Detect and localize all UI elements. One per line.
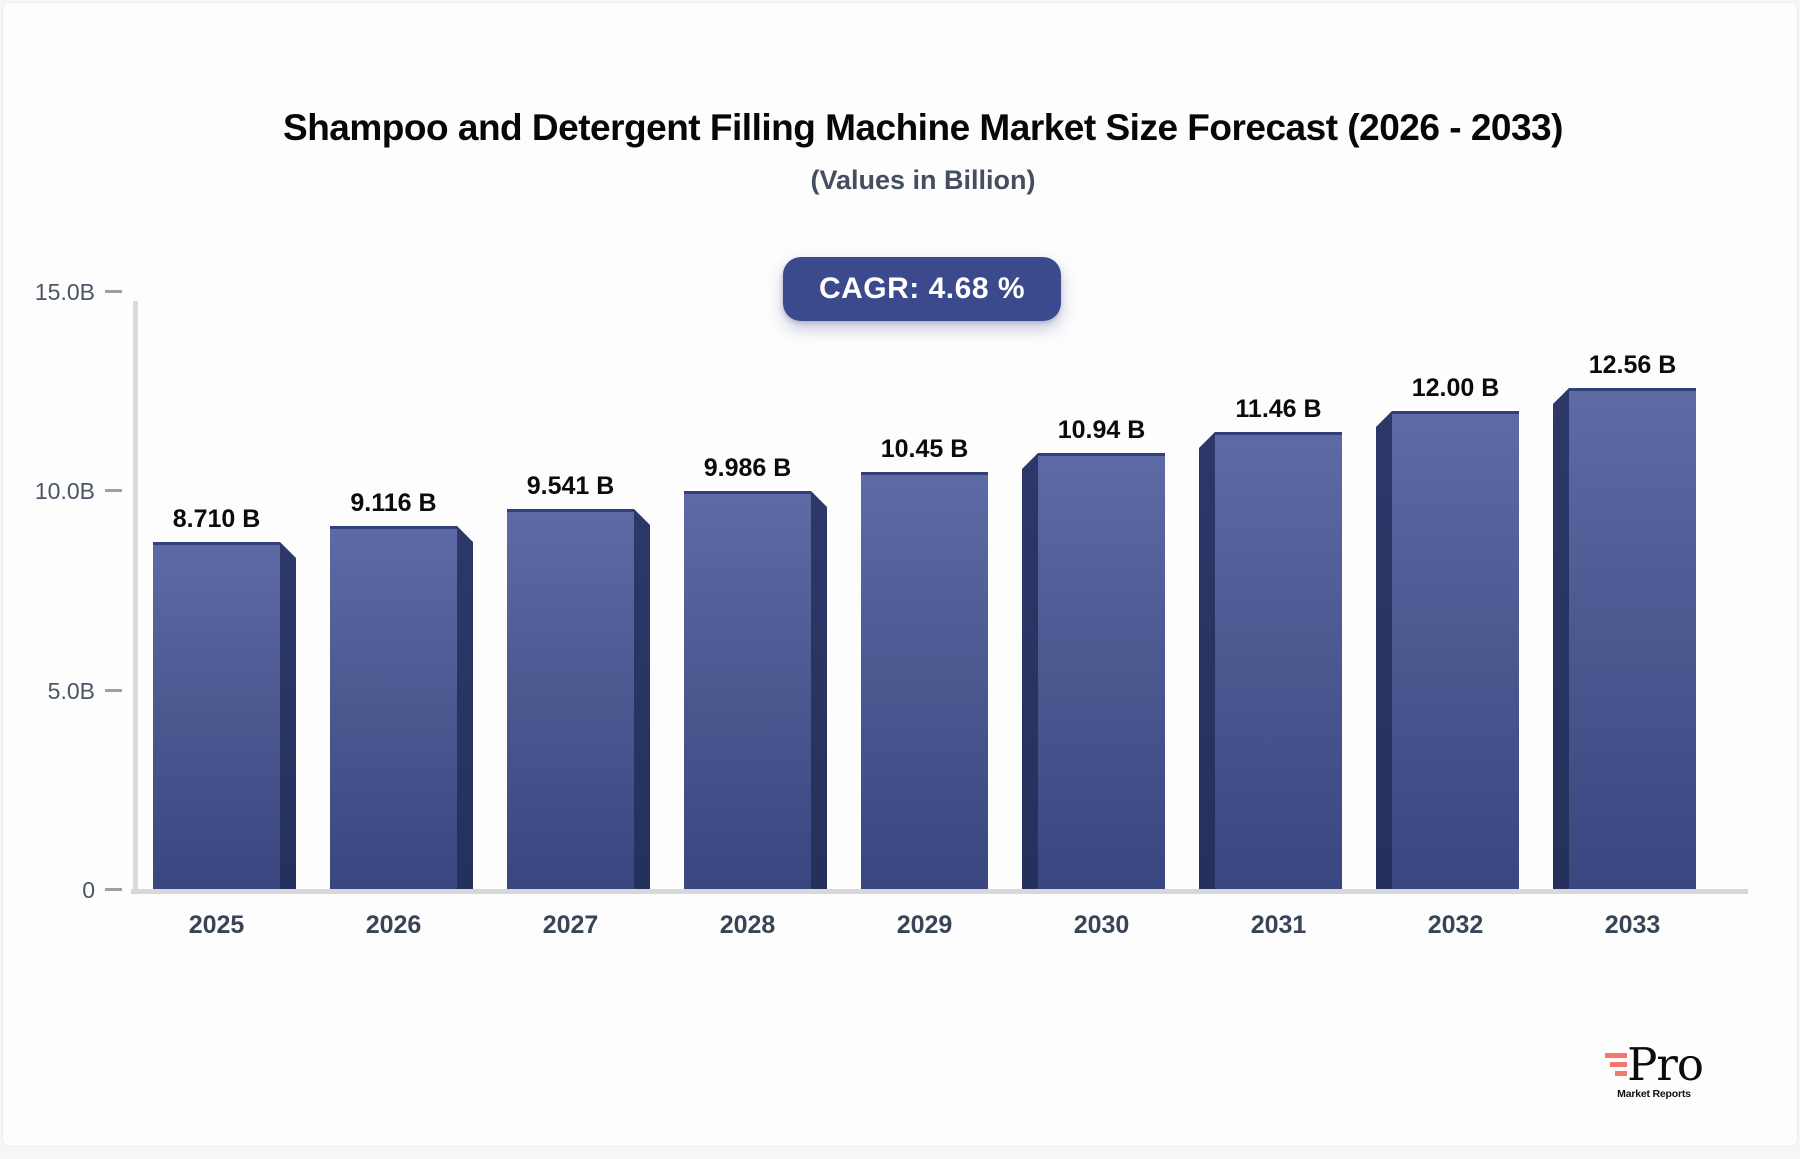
- logo-flag-bar: [1605, 1053, 1627, 1058]
- y-tick-dash: [105, 888, 122, 891]
- y-tick-dash: [105, 689, 122, 692]
- logo-flag-icon: [1605, 1053, 1627, 1076]
- y-axis-line: [133, 301, 138, 894]
- bar-side-face: [1199, 432, 1215, 889]
- logo-flag-bar: [1610, 1062, 1627, 1067]
- x-tick-label: 2028: [668, 911, 828, 940]
- x-tick-label: 2025: [137, 911, 297, 940]
- logo-row: Pro: [1609, 1043, 1699, 1087]
- bar-side-face: [634, 509, 650, 889]
- y-tick-dash: [105, 290, 122, 293]
- bar-side-face: [1553, 388, 1569, 889]
- bar: [684, 491, 811, 889]
- bar-side-face: [1022, 453, 1038, 889]
- x-axis-baseline: [131, 889, 1748, 894]
- bar: [1392, 411, 1519, 889]
- x-tick-label: 2030: [1022, 911, 1182, 940]
- logo-tagline: Market Reports: [1609, 1088, 1699, 1100]
- bar-side-face: [457, 526, 473, 889]
- bar-value-label: 12.56 B: [1523, 351, 1743, 380]
- y-tick-label: 5.0B: [3, 678, 95, 705]
- bar: [861, 472, 988, 889]
- y-tick-label: 15.0B: [3, 279, 95, 306]
- x-tick-label: 2027: [491, 911, 651, 940]
- bar: [1215, 432, 1342, 889]
- bar: [153, 542, 280, 889]
- logo-wordmark: Pro: [1627, 1043, 1703, 1087]
- bar: [507, 509, 634, 889]
- x-tick-label: 2033: [1553, 911, 1713, 940]
- x-tick-label: 2026: [314, 911, 474, 940]
- bar-side-face: [280, 542, 296, 889]
- y-tick-label: 0: [3, 877, 95, 904]
- x-tick-label: 2031: [1199, 911, 1359, 940]
- bar: [1038, 453, 1165, 889]
- y-tick-label: 10.0B: [3, 478, 95, 505]
- bar-side-face: [1376, 411, 1392, 889]
- x-tick-label: 2029: [845, 911, 1005, 940]
- y-tick-dash: [105, 489, 122, 492]
- bar-side-face: [811, 491, 827, 889]
- pro-market-reports-logo: Pro Market Reports: [1609, 1043, 1699, 1100]
- x-tick-label: 2032: [1376, 911, 1536, 940]
- bar: [330, 526, 457, 889]
- logo-flag-bar: [1615, 1071, 1627, 1076]
- bar: [1569, 388, 1696, 889]
